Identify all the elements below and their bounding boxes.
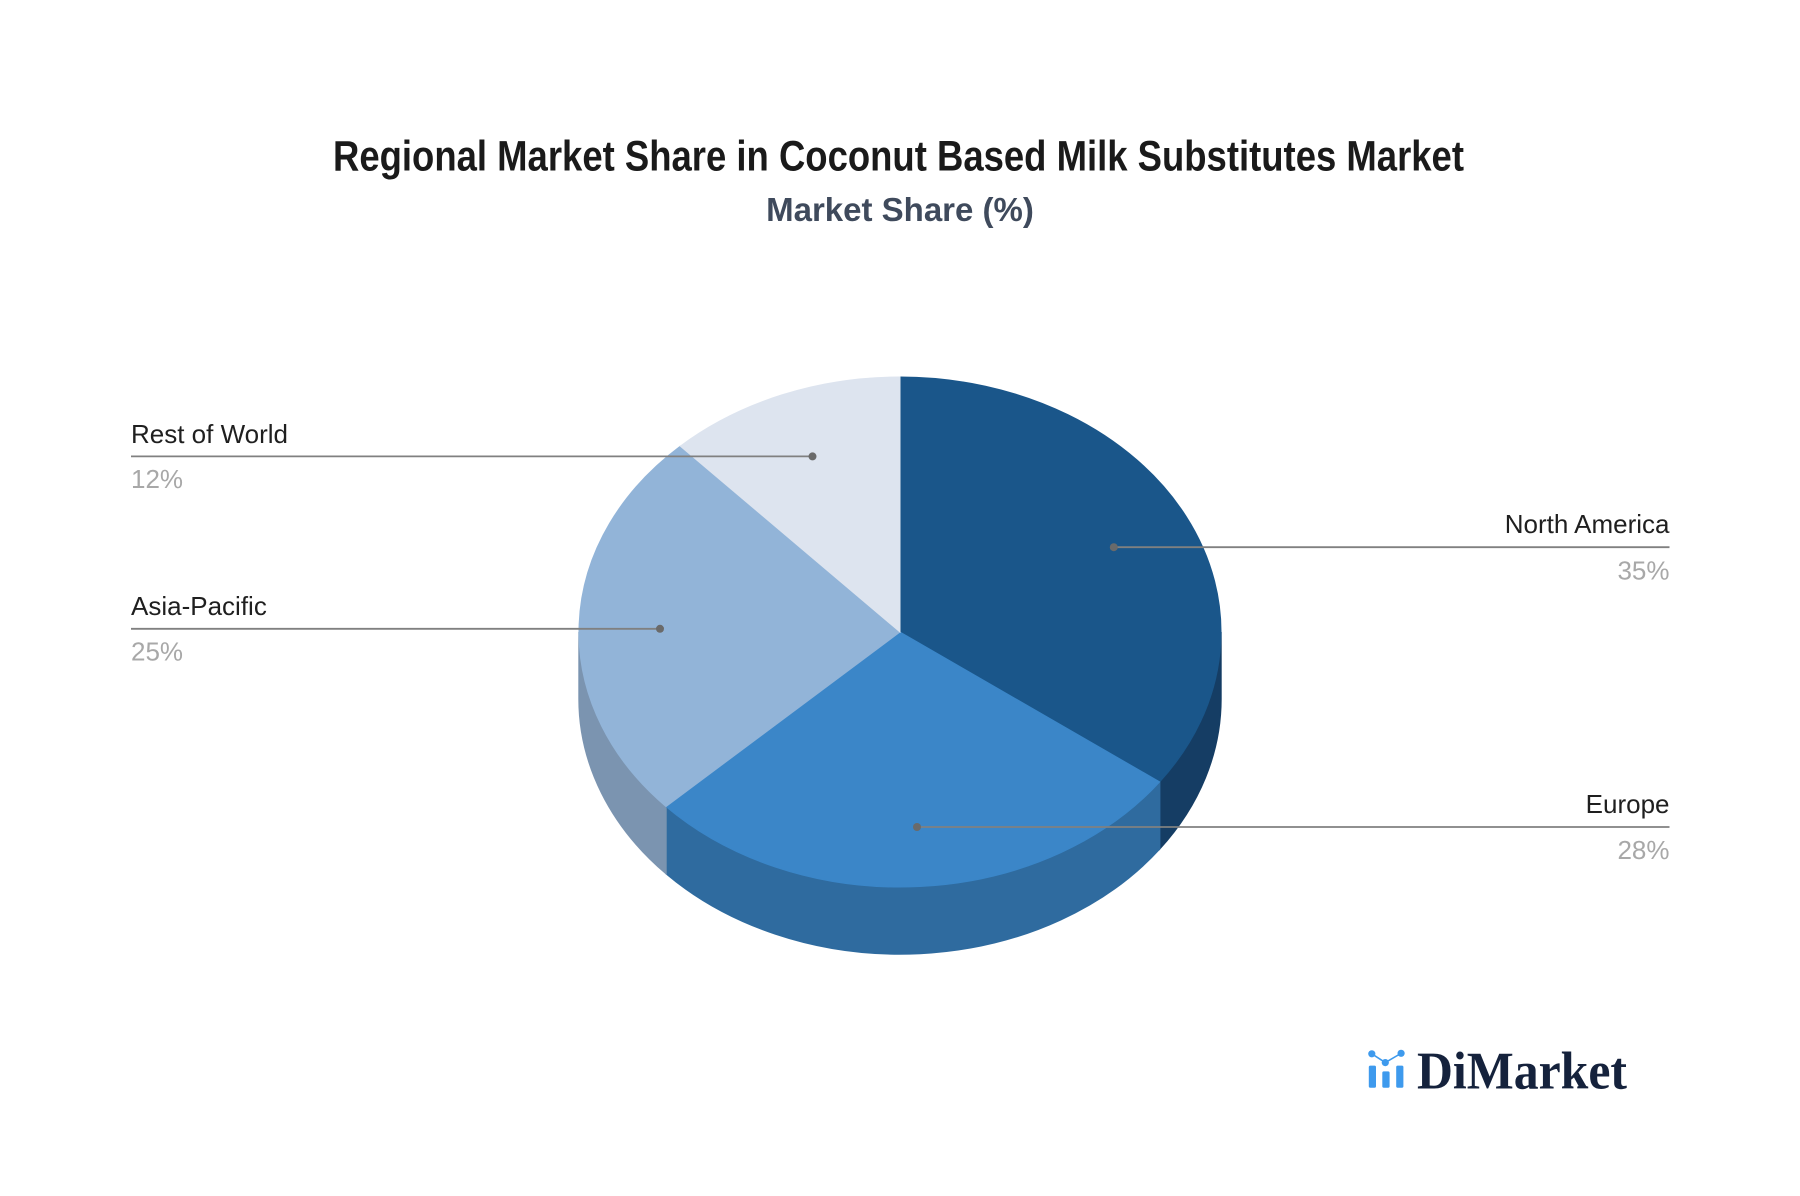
svg-text:Europe: Europe: [1586, 789, 1670, 819]
svg-text:12%: 12%: [131, 464, 183, 494]
svg-text:Regional Market Share in Cocon: Regional Market Share in Coconut Based M…: [333, 132, 1464, 180]
svg-text:DiMarket: DiMarket: [1417, 1042, 1627, 1100]
svg-text:Rest of World: Rest of World: [131, 419, 288, 449]
svg-text:Asia-Pacific: Asia-Pacific: [131, 591, 267, 621]
svg-text:35%: 35%: [1617, 555, 1669, 585]
svg-text:Market Share (%): Market Share (%): [766, 191, 1034, 228]
svg-text:25%: 25%: [131, 637, 183, 667]
svg-text:28%: 28%: [1617, 835, 1669, 865]
svg-text:North America: North America: [1505, 509, 1670, 539]
